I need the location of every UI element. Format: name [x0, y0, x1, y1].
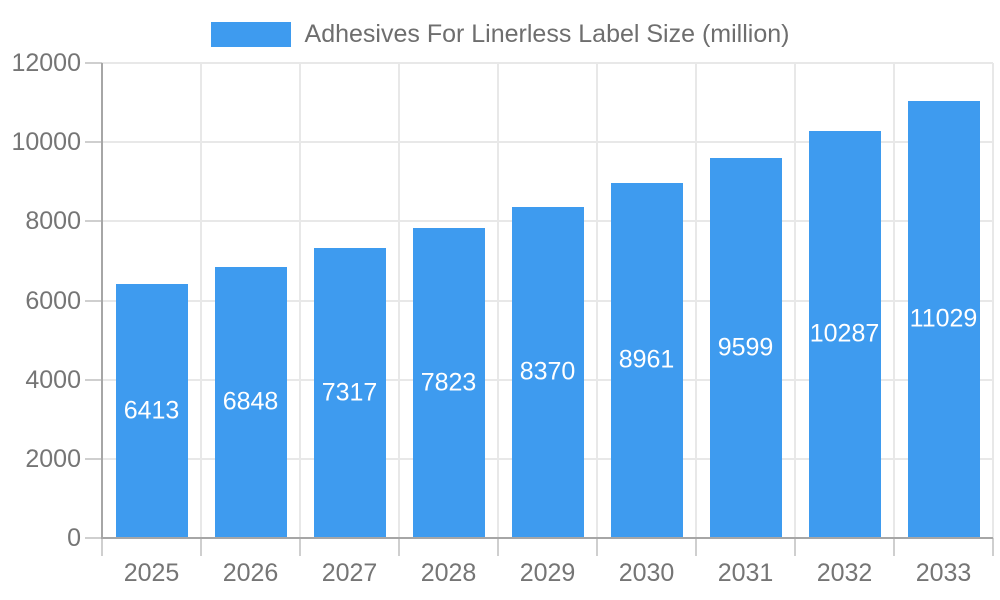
x-tick-mark — [992, 538, 994, 556]
y-axis-label: 2000 — [25, 444, 81, 473]
y-tick-mark — [85, 457, 102, 460]
bar-value-label: 8370 — [519, 357, 576, 386]
bar-2028[interactable]: 7823 — [412, 228, 485, 537]
y-tick-mark — [85, 62, 102, 64]
y-axis-label: 10000 — [11, 128, 81, 157]
bar-2029[interactable]: 8370 — [511, 206, 584, 537]
x-axis-line — [101, 537, 993, 539]
gridline-horizontal — [102, 141, 993, 144]
bar-value-label: 7317 — [321, 378, 378, 407]
x-tick-mark — [101, 538, 103, 556]
gridline-vertical — [299, 63, 301, 538]
x-axis-label: 2025 — [123, 559, 180, 587]
x-tick-mark — [695, 538, 697, 556]
y-tick-mark — [85, 299, 102, 302]
legend-item[interactable]: Adhesives For Linerless Label Size (mill… — [210, 20, 790, 49]
bar-2031[interactable]: 9599 — [709, 158, 782, 537]
x-tick-mark — [794, 538, 796, 556]
y-tick-mark — [85, 378, 102, 381]
x-axis-label: 2030 — [618, 559, 675, 587]
x-tick-mark — [299, 538, 301, 556]
bar-value-label: 6848 — [222, 387, 279, 416]
bar-2032[interactable]: 10287 — [808, 130, 881, 537]
y-axis-label: 12000 — [11, 49, 81, 77]
y-tick-mark — [85, 220, 102, 223]
gridline-vertical — [695, 63, 697, 538]
legend-swatch-icon — [210, 22, 291, 47]
bar-value-label: 8961 — [618, 345, 675, 374]
x-axis-label: 2026 — [222, 559, 279, 587]
gridline-vertical — [497, 63, 499, 538]
bar-2033[interactable]: 11029 — [907, 101, 980, 537]
gridline-vertical — [893, 63, 895, 538]
y-axis-line — [101, 63, 103, 538]
gridline-vertical — [398, 63, 400, 538]
gridline-vertical — [992, 63, 994, 538]
legend-label: Adhesives For Linerless Label Size (mill… — [304, 20, 790, 48]
bar-2026[interactable]: 6848 — [214, 266, 287, 537]
legend: Adhesives For Linerless Label Size (mill… — [0, 20, 1000, 49]
bar-value-label: 7823 — [420, 368, 477, 397]
x-axis-label: 2028 — [420, 559, 477, 587]
gridline-vertical — [596, 63, 598, 538]
y-axis-label: 4000 — [25, 365, 81, 394]
x-tick-mark — [398, 538, 400, 556]
bar-value-label: 11029 — [909, 304, 978, 333]
x-axis-label: 2029 — [519, 559, 576, 587]
bar-value-label: 10287 — [809, 319, 880, 348]
x-axis-label: 2031 — [717, 559, 774, 587]
x-tick-mark — [893, 538, 895, 556]
bar-2025[interactable]: 6413 — [115, 284, 188, 537]
bar-2027[interactable]: 7317 — [313, 248, 386, 537]
x-tick-mark — [200, 538, 202, 556]
x-tick-mark — [596, 538, 598, 556]
bar-2030[interactable]: 8961 — [610, 183, 683, 537]
y-tick-mark — [85, 537, 102, 539]
x-tick-mark — [497, 538, 499, 556]
y-axis-label: 6000 — [25, 286, 81, 315]
y-axis-label: 0 — [67, 524, 81, 552]
bar-value-label: 6413 — [123, 396, 180, 425]
gridline-horizontal — [102, 62, 993, 64]
gridline-vertical — [794, 63, 796, 538]
y-axis-label: 8000 — [25, 207, 81, 236]
gridline-vertical — [200, 63, 202, 538]
x-axis-label: 2027 — [321, 559, 378, 587]
x-axis-label: 2032 — [816, 559, 873, 587]
y-tick-mark — [85, 141, 102, 144]
bar-value-label: 9599 — [717, 333, 774, 361]
x-axis-label: 2033 — [915, 559, 972, 587]
